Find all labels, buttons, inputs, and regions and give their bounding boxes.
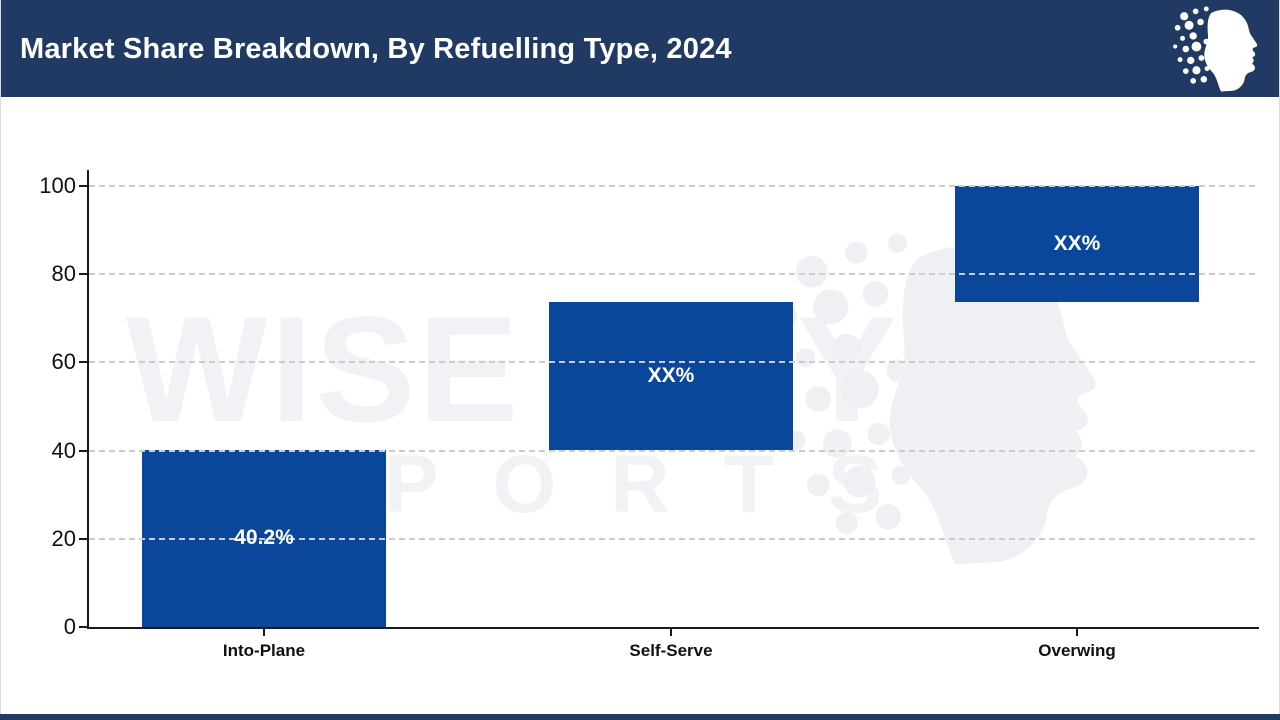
x-axis-label-overwing: Overwing: [1038, 641, 1116, 660]
bar-value-label: 40.2%: [234, 526, 294, 550]
gridline: [89, 537, 1258, 540]
y-tick-mark: [79, 185, 87, 187]
footer-bar: [0, 714, 1280, 720]
chart-plot-area: 0 20 40 60 80 100 40.2% Into-Plane XX% Self-Serve…: [0, 97, 1280, 714]
gridline: [89, 185, 1258, 187]
x-tick-mark: [263, 629, 265, 636]
x-axis-line: [87, 627, 1259, 629]
bar-value-label: XX%: [647, 363, 695, 387]
y-axis-line: [87, 170, 89, 629]
y-tick-label: 40: [51, 437, 76, 463]
x-tick-mark: [670, 629, 672, 636]
y-tick-label: 60: [51, 349, 76, 375]
x-axis-label-self-serve: Self-Serve: [629, 641, 713, 660]
y-tick-label: 80: [51, 261, 76, 287]
gridline: [89, 449, 1258, 452]
y-tick-mark: [79, 537, 87, 540]
x-tick-mark: [1076, 629, 1078, 636]
y-tick-mark: [79, 273, 87, 276]
gridline: [89, 361, 1258, 364]
y-tick-mark: [79, 361, 87, 364]
wiseguy-head-icon: [1173, 6, 1258, 92]
x-axis-label-into-plane: Into-Plane: [222, 641, 306, 660]
bar-self-serve: [549, 301, 793, 450]
y-tick-mark: [79, 449, 87, 452]
header-bar: Market Share Breakdown, By Refuelling Ty…: [0, 0, 1280, 97]
y-tick-label: 0: [63, 614, 76, 639]
gridline: [89, 273, 1258, 276]
y-tick-label: 100: [39, 173, 76, 198]
page-title: Market Share Breakdown, By Refuelling Ty…: [20, 33, 732, 65]
bar-overwing: [955, 186, 1199, 302]
y-tick-mark: [79, 626, 87, 628]
bar-value-label: XX%: [1053, 231, 1101, 255]
y-tick-label: 20: [51, 525, 76, 551]
